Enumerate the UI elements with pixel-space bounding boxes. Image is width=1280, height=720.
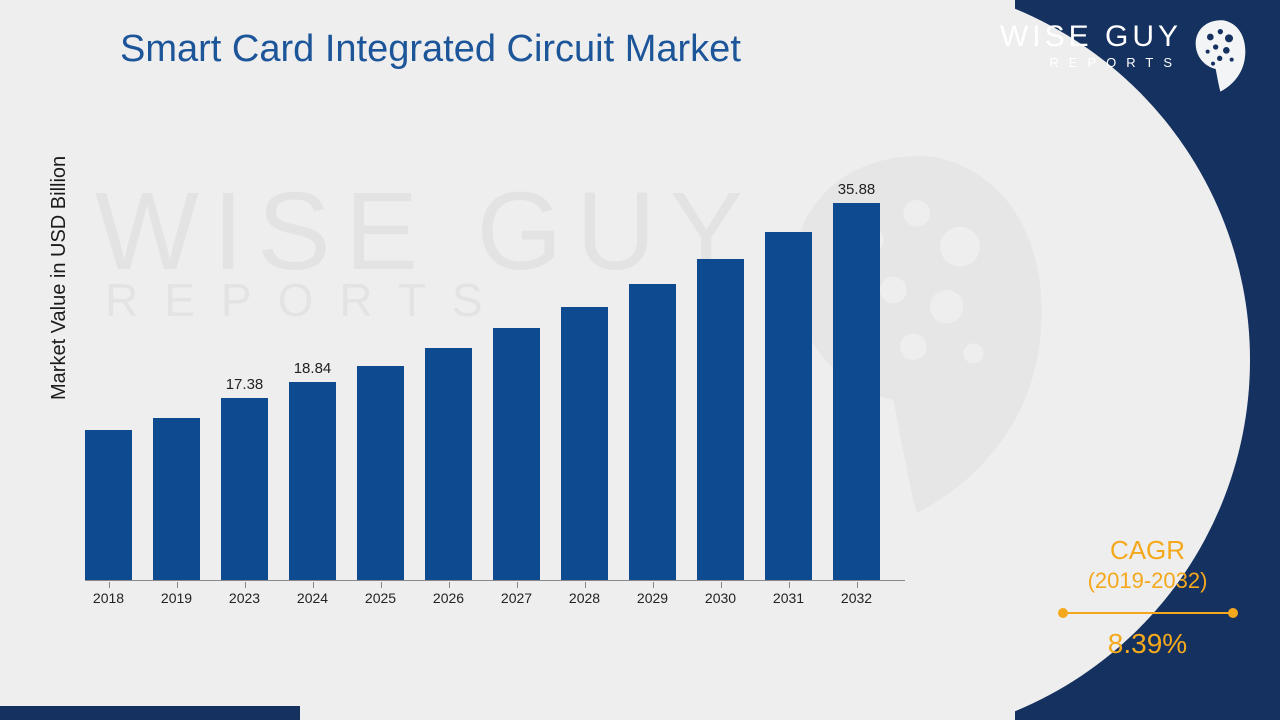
x-tick-label: 2029 [637, 590, 668, 606]
logo-head-icon [1182, 17, 1252, 97]
x-tick-label: 2025 [365, 590, 396, 606]
bar [357, 366, 404, 580]
cagr-box: CAGR (2019-2032) 8.39% [1045, 535, 1250, 660]
bar [425, 348, 472, 580]
x-tick-mark [517, 582, 518, 588]
cagr-divider [1063, 612, 1233, 614]
x-tick-mark [653, 582, 654, 588]
cagr-title: CAGR [1045, 535, 1250, 566]
x-tick-label: 2030 [705, 590, 736, 606]
bar [629, 284, 676, 580]
chart-title: Smart Card Integrated Circuit Market [120, 28, 741, 72]
x-tick-label: 2019 [161, 590, 192, 606]
bar [765, 232, 812, 580]
bar-value-label: 17.38 [221, 376, 268, 393]
x-tick-label: 2027 [501, 590, 532, 606]
x-tick-mark [109, 582, 110, 588]
x-tick-mark [857, 582, 858, 588]
x-tick-label: 2031 [773, 590, 804, 606]
bar: 18.84 [289, 382, 336, 580]
x-tick-label: 2024 [297, 590, 328, 606]
bar [493, 328, 540, 580]
x-tick-label: 2018 [93, 590, 124, 606]
y-axis-label: Market Value in USD Billion [48, 156, 71, 400]
bar-value-label: 18.84 [289, 360, 336, 377]
x-tick-mark [585, 582, 586, 588]
x-tick-mark [313, 582, 314, 588]
x-tick-label: 2028 [569, 590, 600, 606]
plot-area: 17.38 18.84 35.88 [85, 160, 905, 580]
bar [153, 418, 200, 580]
brand-logo: WISE GUY REPORTS [1000, 22, 1252, 70]
x-axis: 2018 2019 2023 2024 2025 2026 2027 2028 2029 2030… [85, 582, 905, 612]
x-tick-label: 2023 [229, 590, 260, 606]
x-tick-label: 2032 [841, 590, 872, 606]
cagr-value: 8.39% [1045, 628, 1250, 660]
x-tick-mark [721, 582, 722, 588]
x-tick-mark [381, 582, 382, 588]
bar: 17.38 [221, 398, 268, 580]
cagr-range: (2019-2032) [1045, 568, 1250, 594]
x-axis-line [85, 580, 905, 581]
bar [697, 259, 744, 580]
bar-chart: 17.38 18.84 35.88 [85, 160, 905, 580]
logo-sub-text: REPORTS [1000, 55, 1182, 70]
footer-accent-bar [0, 706, 300, 720]
x-tick-label: 2026 [433, 590, 464, 606]
logo-main-text: WISE GUY [1000, 22, 1182, 52]
x-tick-mark [449, 582, 450, 588]
x-tick-mark [177, 582, 178, 588]
bar [85, 430, 132, 580]
bar [561, 307, 608, 580]
bar-value-label: 35.88 [833, 181, 880, 198]
x-tick-mark [789, 582, 790, 588]
x-tick-mark [245, 582, 246, 588]
bar: 35.88 [833, 203, 880, 580]
infographic-page: WISE GUY REPORTS Smart Card Integrated C… [0, 0, 1280, 720]
